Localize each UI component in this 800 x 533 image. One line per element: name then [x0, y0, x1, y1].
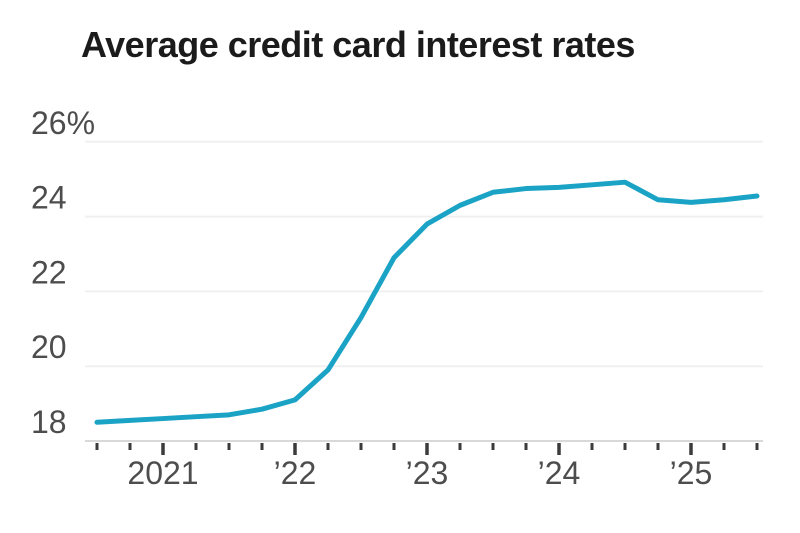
chart-title: Average credit card interest rates [81, 24, 635, 65]
x-axis-label: 2021 [127, 455, 198, 491]
x-axis-label: ’24 [538, 455, 581, 491]
y-axis-label: 24 [31, 180, 67, 216]
x-axis-label: ’22 [274, 455, 317, 491]
x-axis-label: ’23 [406, 455, 449, 491]
y-axis-label: 20 [31, 329, 67, 365]
interest-rate-line [94, 179, 760, 425]
y-axis-label: 22 [31, 254, 67, 290]
y-axis-label: 18 [31, 404, 67, 440]
y-axis-label: 26% [31, 105, 95, 141]
x-axis-label: ’25 [670, 455, 713, 491]
